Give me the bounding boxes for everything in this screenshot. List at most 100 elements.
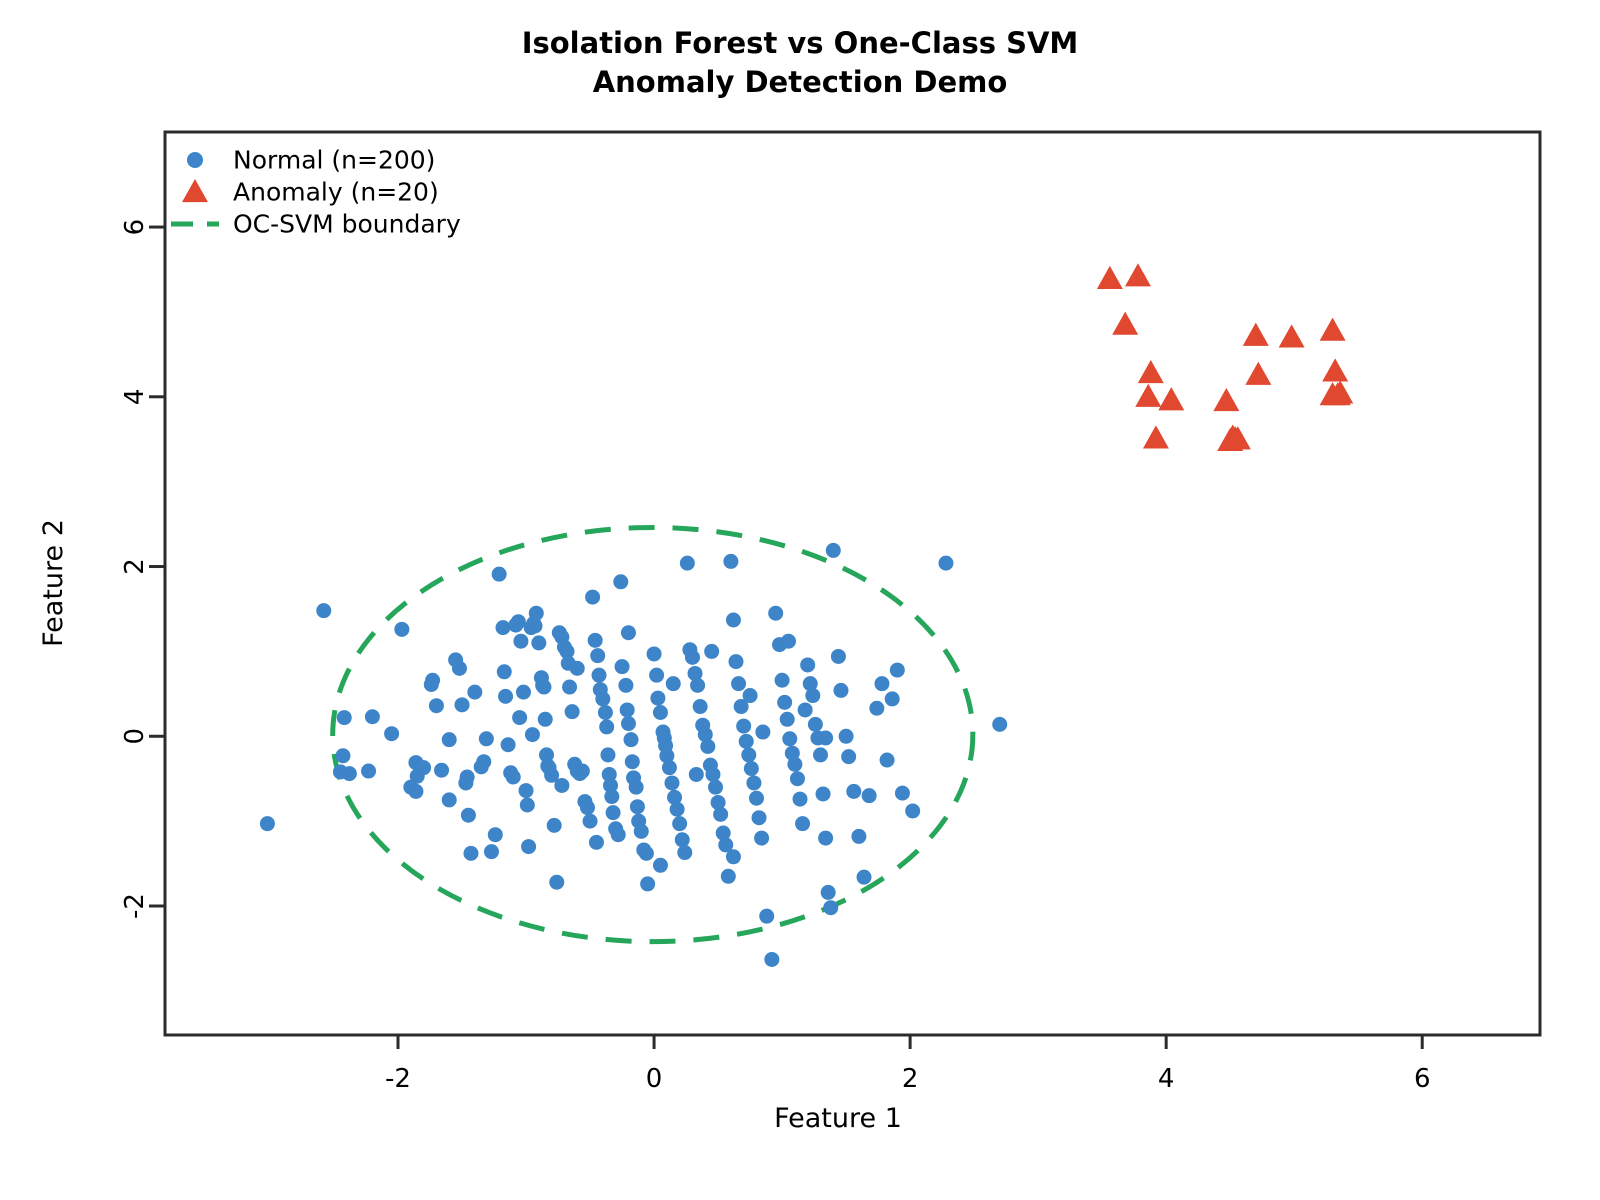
- x-tick-label: 4: [1158, 1064, 1175, 1094]
- normal-point: [619, 702, 635, 718]
- y-axis-ticks: -2 0 2 4 6: [120, 219, 165, 919]
- normal-point: [743, 761, 759, 777]
- normal-point: [665, 676, 681, 692]
- normal-point: [510, 614, 526, 630]
- normal-point: [746, 775, 762, 791]
- normal-point: [620, 625, 636, 641]
- normal-point: [795, 816, 811, 832]
- normal-point: [341, 766, 357, 782]
- normal-point: [861, 788, 877, 804]
- boundary-ellipse: [330, 524, 976, 945]
- normal-point: [677, 845, 693, 861]
- anomaly-point: [1242, 322, 1269, 346]
- normal-point: [539, 747, 555, 763]
- normal-point: [478, 731, 494, 747]
- normal-point: [720, 868, 736, 884]
- normal-point: [416, 760, 432, 776]
- normal-point: [777, 694, 793, 710]
- normal-point: [460, 807, 476, 823]
- normal-point: [820, 884, 836, 900]
- normal-point: [364, 709, 380, 725]
- normal-point: [652, 857, 668, 873]
- anomaly-point: [1124, 263, 1151, 287]
- legend-label: Anomaly (n=20): [233, 178, 439, 207]
- normal-point: [818, 730, 834, 746]
- normal-point: [384, 726, 400, 742]
- normal-point: [789, 771, 805, 787]
- normal-point: [715, 825, 731, 841]
- normal-point: [604, 789, 620, 805]
- anomaly-point: [1322, 358, 1349, 382]
- normal-point: [838, 728, 854, 744]
- normal-point: [574, 763, 590, 779]
- normal-point: [659, 748, 675, 764]
- normal-point: [496, 664, 512, 680]
- x-tick-label: -2: [385, 1064, 411, 1094]
- normal-point: [938, 555, 954, 571]
- normal-point: [633, 823, 649, 839]
- normal-point: [846, 783, 862, 799]
- normal-point: [764, 951, 780, 967]
- normal-point: [664, 775, 680, 791]
- normal-point: [554, 777, 570, 793]
- normal-point: [669, 801, 685, 817]
- normal-point: [690, 677, 706, 693]
- normal-point: [851, 828, 867, 844]
- normal-point: [751, 810, 767, 826]
- normal-point: [528, 605, 544, 621]
- normal-point: [823, 900, 839, 916]
- normal-point: [454, 697, 470, 713]
- normal-point: [595, 691, 611, 707]
- normal-point: [515, 684, 531, 700]
- normal-point: [889, 662, 905, 678]
- normal-point: [800, 657, 816, 673]
- normal-point: [546, 817, 562, 833]
- normal-point: [674, 832, 690, 848]
- plot-area-frame: [163, 130, 1542, 1037]
- normal-point: [755, 724, 771, 740]
- normal-point: [259, 816, 275, 832]
- normal-point: [629, 799, 645, 815]
- legend-marker-triangle: [182, 179, 208, 203]
- normal-point: [640, 876, 656, 892]
- normal-point: [559, 643, 575, 659]
- normal-point: [579, 800, 595, 816]
- normal-point: [434, 762, 450, 778]
- normal-point: [425, 672, 441, 688]
- y-tick-label: 6: [120, 219, 150, 236]
- normal-point: [687, 665, 703, 681]
- x-axis-title: Feature 1: [774, 1103, 902, 1134]
- normal-point: [441, 732, 457, 748]
- normal-point: [692, 699, 708, 715]
- normal-point: [335, 748, 351, 764]
- normal-point: [505, 769, 521, 785]
- normal-point: [905, 803, 921, 819]
- normal-point: [588, 834, 604, 850]
- normal-point: [797, 702, 813, 718]
- anomaly-point: [1213, 388, 1240, 412]
- normal-point: [833, 682, 849, 698]
- normal-point: [519, 797, 535, 813]
- normal-point: [841, 749, 857, 765]
- normal-point: [661, 760, 677, 776]
- normal-point: [544, 767, 560, 783]
- normal-point: [725, 849, 741, 865]
- normal-point: [818, 830, 834, 846]
- normal-point: [672, 816, 688, 832]
- normal-point: [856, 869, 872, 885]
- normal-point: [549, 874, 565, 890]
- normal-point: [874, 676, 890, 692]
- normal-point: [741, 747, 757, 763]
- normal-point: [620, 716, 636, 732]
- normal-points-group: [259, 542, 1008, 967]
- normal-point: [708, 779, 724, 795]
- normal-point: [582, 813, 598, 829]
- normal-point: [688, 766, 704, 782]
- normal-point: [733, 699, 749, 715]
- normal-point: [667, 789, 683, 805]
- anomaly-point: [1278, 324, 1305, 348]
- normal-point: [536, 679, 552, 695]
- ocsvm-boundary-curve: [330, 524, 976, 945]
- normal-point: [759, 908, 775, 924]
